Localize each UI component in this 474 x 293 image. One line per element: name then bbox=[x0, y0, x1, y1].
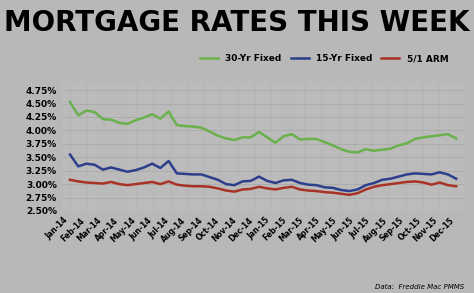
Text: MORTGAGE RATES THIS WEEK: MORTGAGE RATES THIS WEEK bbox=[4, 9, 470, 37]
Text: Data:  Freddie Mac PMMS: Data: Freddie Mac PMMS bbox=[375, 284, 465, 290]
Legend: 30-Yr Fixed, 15-Yr Fixed, 5/1 ARM: 30-Yr Fixed, 15-Yr Fixed, 5/1 ARM bbox=[196, 50, 452, 67]
